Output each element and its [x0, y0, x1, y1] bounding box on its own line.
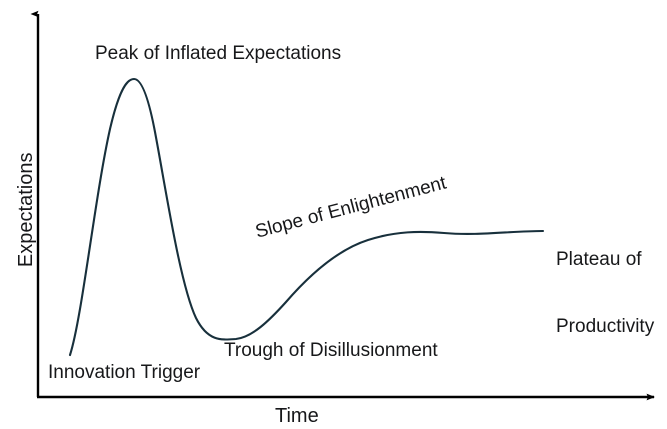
hype-cycle-curve: [68, 77, 545, 357]
annotation-plateau-of-productivity: Plateau of Productivity: [556, 204, 654, 383]
y-axis-label: Expectations: [15, 152, 38, 268]
x-axis-label: Time: [275, 405, 319, 427]
annotation-peak-of-inflated-expectations: Peak of Inflated Expectations: [95, 43, 342, 64]
annotation-trough-of-disillusionment: Trough of Disillusionment: [224, 340, 438, 361]
annotation-plateau-line-2: Productivity: [556, 316, 655, 338]
annotation-innovation-trigger: Innovation Trigger: [48, 362, 201, 383]
annotation-plateau-line-1: Plateau of: [556, 248, 642, 270]
